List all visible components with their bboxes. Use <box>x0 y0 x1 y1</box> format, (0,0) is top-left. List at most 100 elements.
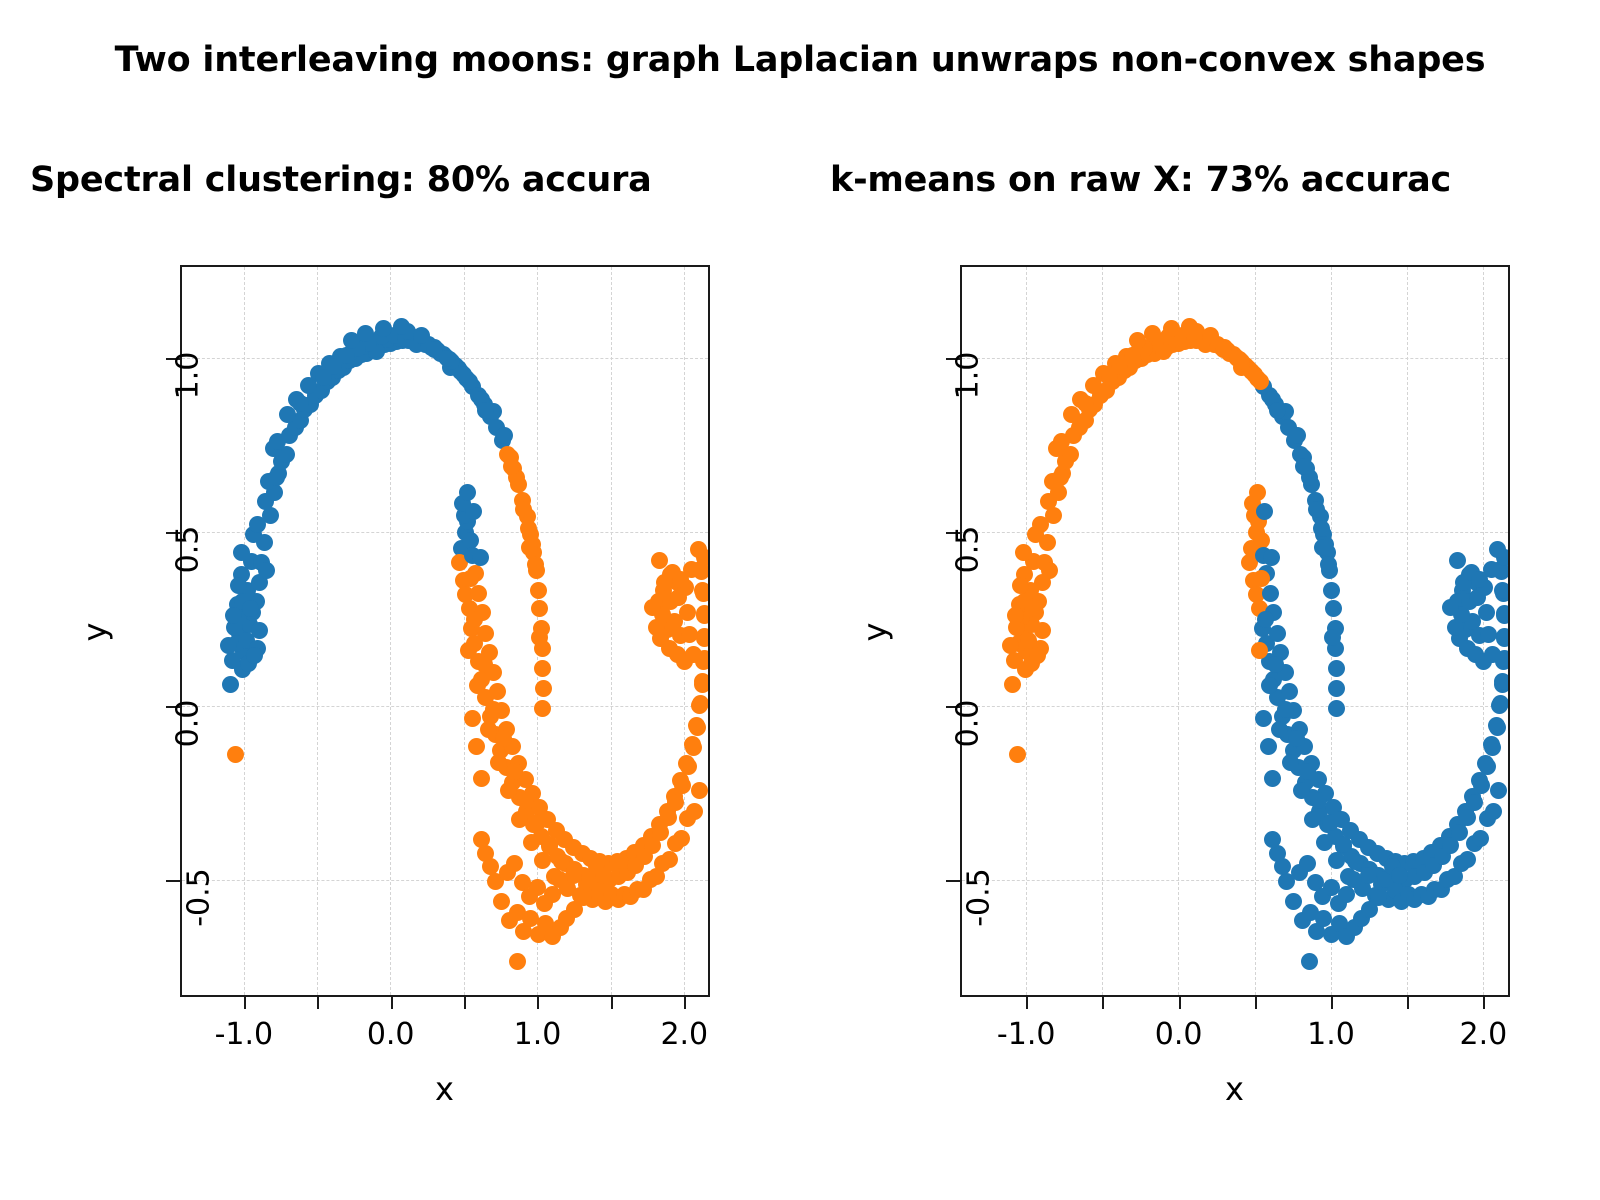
scatter-point <box>521 538 539 556</box>
ytick-mark <box>946 531 960 534</box>
scatter-point <box>1280 683 1298 701</box>
ytick-mark <box>946 357 960 360</box>
scatter-point <box>1314 538 1332 556</box>
scatter-point <box>1324 629 1342 647</box>
scatter-point <box>1123 347 1141 365</box>
scatter-point <box>342 332 360 350</box>
gridline-horizontal <box>962 705 1508 707</box>
scatter-point <box>1012 577 1030 595</box>
scatter-point <box>1328 852 1346 870</box>
xtick-label: 1.0 <box>513 1016 562 1052</box>
scatter-point <box>1002 636 1020 654</box>
scatter-point <box>1267 656 1285 674</box>
scatter-point <box>506 854 524 872</box>
xtick-mark <box>317 994 320 1009</box>
scatter-point <box>1328 679 1346 697</box>
xtick-mark <box>537 994 540 1009</box>
scatter-point <box>519 519 537 537</box>
scatter-point <box>534 659 552 677</box>
scatter-point <box>1144 325 1162 343</box>
scatter-point <box>461 531 479 549</box>
scatter-point <box>684 738 702 756</box>
scatter-point <box>683 560 701 578</box>
xtick-mark <box>1483 994 1486 1009</box>
scatter-point <box>1278 872 1296 890</box>
scatter-point <box>1276 701 1294 719</box>
scatter-point <box>477 845 495 863</box>
scatter-point <box>249 516 267 534</box>
scatter-point <box>1298 762 1316 780</box>
xtick-label: 2.0 <box>660 1016 709 1052</box>
scatter-point <box>514 922 532 940</box>
scatter-point <box>471 549 489 567</box>
scatter-point <box>1295 457 1313 475</box>
scatter-point <box>678 603 696 621</box>
scatter-point <box>1306 874 1324 891</box>
scatter-point <box>1442 598 1460 616</box>
scatter-point <box>673 830 691 848</box>
xtick-mark <box>1331 994 1333 1009</box>
scatter-point <box>1322 878 1340 896</box>
scatter-point <box>574 889 592 907</box>
scatter-point <box>522 833 540 851</box>
scatter-point <box>1347 853 1364 871</box>
scatter-point <box>1062 445 1080 463</box>
scatter-point <box>684 645 702 663</box>
scatter-point <box>1478 603 1496 621</box>
scatter-point <box>1260 676 1278 694</box>
scatter-point <box>565 867 583 885</box>
gridline-vertical <box>1102 267 1104 995</box>
scatter-point <box>1008 745 1026 763</box>
xtick-label: -1.0 <box>996 1016 1056 1052</box>
scatter-point <box>1484 645 1502 663</box>
scatter-point <box>1446 868 1464 886</box>
scatter-point <box>1259 738 1277 756</box>
scatter-point <box>257 562 275 580</box>
scatter-point <box>1470 571 1488 589</box>
scatter-point <box>472 831 490 849</box>
scatter-point <box>1031 516 1049 534</box>
scatter-point <box>488 683 506 701</box>
scatter-point <box>1111 357 1129 375</box>
scatter-point <box>465 610 483 628</box>
scatter-point <box>1328 659 1346 677</box>
scatter-point <box>506 762 524 780</box>
scatter-point <box>531 600 549 618</box>
scatter-point <box>1446 618 1464 636</box>
scatter-point <box>1162 320 1180 338</box>
scatter-point <box>1315 833 1333 851</box>
scatter-point <box>221 676 239 694</box>
scatter-point <box>292 394 310 412</box>
xtick-mark <box>610 994 613 1009</box>
scatter-point <box>261 507 279 525</box>
scatter-point <box>1472 776 1490 794</box>
scatter-point <box>493 892 511 910</box>
scatter-point <box>463 710 481 728</box>
ytick-mark <box>166 705 180 708</box>
scatter-point <box>1323 581 1341 599</box>
scatter-point <box>534 699 552 717</box>
scatter-point <box>1484 738 1502 756</box>
gridline-vertical <box>390 267 392 995</box>
xtick-label: 2.0 <box>1459 1016 1508 1052</box>
scatter-point <box>1028 646 1046 664</box>
scatter-point <box>1264 831 1282 849</box>
scatter-point <box>1268 624 1286 642</box>
scatter-point <box>1245 365 1263 383</box>
scatter-point <box>673 776 691 794</box>
scatter-point <box>1051 469 1069 487</box>
scatter-point <box>1334 835 1352 853</box>
scatter-point <box>644 837 662 855</box>
scatter-point <box>278 445 296 463</box>
scatter-point <box>540 835 558 853</box>
scatter-point <box>534 852 552 870</box>
scatter-point <box>495 730 513 748</box>
scatter-point <box>1180 318 1198 336</box>
scatter-point <box>696 549 708 567</box>
scatter-point <box>680 625 698 643</box>
scatter-point <box>526 556 544 574</box>
scatter-point <box>1063 406 1081 424</box>
scatter-point <box>552 853 570 871</box>
gridline-horizontal <box>962 879 1508 881</box>
scatter-point <box>1285 892 1303 910</box>
